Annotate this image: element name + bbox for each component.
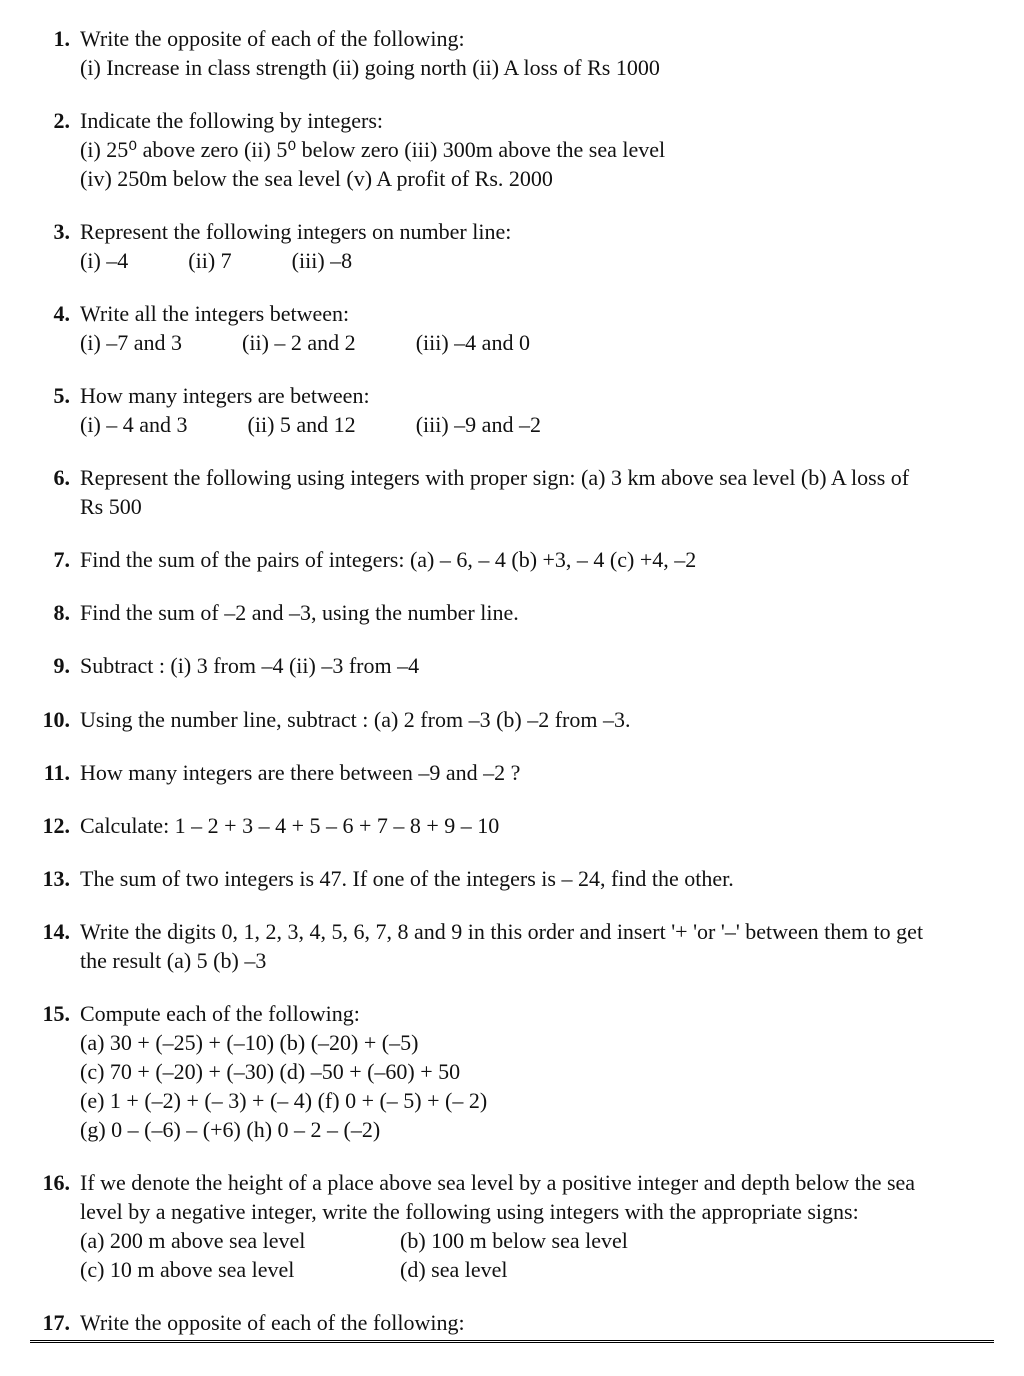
question-body: Using the number line, subtract : (a) 2 … [80, 705, 994, 734]
question-number: 17. [30, 1308, 80, 1337]
subpart: (d) sea level [400, 1255, 508, 1284]
subpart: (iii) –9 and –2 [416, 410, 541, 439]
subpart: (a) 200 m above sea level [80, 1226, 400, 1255]
subpart: (iii) –4 and 0 [416, 328, 530, 357]
question-body: How many integers are between:(i) – 4 an… [80, 381, 994, 439]
question-line: Write all the integers between: [80, 299, 994, 328]
subpart: (i) –7 and 3 [80, 328, 182, 357]
subpart: (b) 100 m below sea level [400, 1226, 628, 1255]
question-number: 8. [30, 598, 80, 627]
question-number: 14. [30, 917, 80, 975]
question-line: How many integers are there between –9 a… [80, 758, 994, 787]
worksheet-page: 1.Write the opposite of each of the foll… [0, 0, 1024, 1376]
question-line: The sum of two integers is 47. If one of… [80, 864, 994, 893]
question-number: 6. [30, 463, 80, 521]
question-number: 13. [30, 864, 80, 893]
question-number: 15. [30, 999, 80, 1144]
question-line: Represent the following using integers w… [80, 463, 994, 492]
question-item: 6.Represent the following using integers… [30, 463, 994, 521]
subpart: (c) 10 m above sea level [80, 1255, 400, 1284]
question-line: Subtract : (i) 3 from –4 (ii) –3 from –4 [80, 651, 994, 680]
question-body: Compute each of the following:(a) 30 + (… [80, 999, 994, 1144]
question-body: The sum of two integers is 47. If one of… [80, 864, 994, 893]
question-line: Write the opposite of each of the follow… [80, 1308, 994, 1337]
question-line: Write the opposite of each of the follow… [80, 24, 994, 53]
question-body: Indicate the following by integers:(i) 2… [80, 106, 994, 193]
question-line: (g) 0 – (–6) – (+6) (h) 0 – 2 – (–2) [80, 1115, 994, 1144]
question-line: How many integers are between: [80, 381, 994, 410]
question-body: Write the digits 0, 1, 2, 3, 4, 5, 6, 7,… [80, 917, 994, 975]
question-number: 2. [30, 106, 80, 193]
question-line: (i) 25⁰ above zero (ii) 5⁰ below zero (i… [80, 135, 994, 164]
subparts-row: (i) –4 (ii) 7 (iii) –8 [80, 246, 994, 275]
question-body: Find the sum of the pairs of integers: (… [80, 545, 994, 574]
subpart: (i) –4 [80, 246, 128, 275]
question-item: 9.Subtract : (i) 3 from –4 (ii) –3 from … [30, 651, 994, 680]
question-body: Calculate: 1 – 2 + 3 – 4 + 5 – 6 + 7 – 8… [80, 811, 994, 840]
question-item: 16.If we denote the height of a place ab… [30, 1168, 994, 1284]
question-number: 10. [30, 705, 80, 734]
question-line: Compute each of the following: [80, 999, 994, 1028]
question-line: (i) Increase in class strength (ii) goin… [80, 53, 994, 82]
question-item: 7.Find the sum of the pairs of integers:… [30, 545, 994, 574]
subparts-row: (a) 200 m above sea level(b) 100 m below… [80, 1226, 994, 1255]
question-line: (e) 1 + (–2) + (– 3) + (– 4) (f) 0 + (– … [80, 1086, 994, 1115]
question-item: 8.Find the sum of –2 and –3, using the n… [30, 598, 994, 627]
question-item: 2.Indicate the following by integers:(i)… [30, 106, 994, 193]
question-line: If we denote the height of a place above… [80, 1168, 994, 1197]
question-line: (a) 30 + (–25) + (–10) (b) (–20) + (–5) [80, 1028, 994, 1057]
question-line: Rs 500 [80, 492, 994, 521]
question-item: 3.Represent the following integers on nu… [30, 217, 994, 275]
subpart: (ii) – 2 and 2 [242, 328, 356, 357]
question-body: If we denote the height of a place above… [80, 1168, 994, 1284]
question-line: the result (a) 5 (b) –3 [80, 946, 994, 975]
subpart: (ii) 7 [188, 246, 231, 275]
question-line: (c) 70 + (–20) + (–30) (d) –50 + (–60) +… [80, 1057, 994, 1086]
subparts-row: (i) –7 and 3 (ii) – 2 and 2 (iii) –4 and 0 [80, 328, 994, 357]
question-line: Using the number line, subtract : (a) 2 … [80, 705, 994, 734]
question-body: Write the opposite of each of the follow… [80, 24, 994, 82]
question-body: Represent the following integers on numb… [80, 217, 994, 275]
subpart: (ii) 5 and 12 [248, 410, 356, 439]
question-body: Write the opposite of each of the follow… [80, 1308, 994, 1337]
question-item: 11.How many integers are there between –… [30, 758, 994, 787]
question-line: (iv) 250m below the sea level (v) A prof… [80, 164, 994, 193]
question-body: Find the sum of –2 and –3, using the num… [80, 598, 994, 627]
question-number: 3. [30, 217, 80, 275]
question-line: Represent the following integers on numb… [80, 217, 994, 246]
question-number: 7. [30, 545, 80, 574]
question-line: Find the sum of –2 and –3, using the num… [80, 598, 994, 627]
question-number: 12. [30, 811, 80, 840]
question-line: Find the sum of the pairs of integers: (… [80, 545, 994, 574]
question-list: 1.Write the opposite of each of the foll… [30, 24, 994, 1337]
question-item: 13.The sum of two integers is 47. If one… [30, 864, 994, 893]
subpart: (iii) –8 [292, 246, 353, 275]
question-number: 9. [30, 651, 80, 680]
subpart: (i) – 4 and 3 [80, 410, 188, 439]
question-body: Subtract : (i) 3 from –4 (ii) –3 from –4 [80, 651, 994, 680]
question-body: Write all the integers between:(i) –7 an… [80, 299, 994, 357]
question-line: Write the digits 0, 1, 2, 3, 4, 5, 6, 7,… [80, 917, 994, 946]
question-body: How many integers are there between –9 a… [80, 758, 994, 787]
page-divider [30, 1340, 994, 1347]
question-item: 5.How many integers are between:(i) – 4 … [30, 381, 994, 439]
question-line: Indicate the following by integers: [80, 106, 994, 135]
question-number: 1. [30, 24, 80, 82]
question-line: level by a negative integer, write the f… [80, 1197, 994, 1226]
question-body: Represent the following using integers w… [80, 463, 994, 521]
question-number: 4. [30, 299, 80, 357]
question-number: 16. [30, 1168, 80, 1284]
question-number: 11. [30, 758, 80, 787]
question-line: Calculate: 1 – 2 + 3 – 4 + 5 – 6 + 7 – 8… [80, 811, 994, 840]
question-item: 10.Using the number line, subtract : (a)… [30, 705, 994, 734]
question-item: 14.Write the digits 0, 1, 2, 3, 4, 5, 6,… [30, 917, 994, 975]
question-item: 17.Write the opposite of each of the fol… [30, 1308, 994, 1337]
question-item: 12.Calculate: 1 – 2 + 3 – 4 + 5 – 6 + 7 … [30, 811, 994, 840]
question-item: 1.Write the opposite of each of the foll… [30, 24, 994, 82]
question-item: 15.Compute each of the following:(a) 30 … [30, 999, 994, 1144]
question-item: 4.Write all the integers between:(i) –7 … [30, 299, 994, 357]
subparts-row: (c) 10 m above sea level(d) sea level [80, 1255, 994, 1284]
question-number: 5. [30, 381, 80, 439]
subparts-row: (i) – 4 and 3 (ii) 5 and 12 (iii) –9 and –… [80, 410, 994, 439]
